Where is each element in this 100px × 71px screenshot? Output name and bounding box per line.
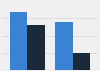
Bar — [56, 22, 73, 70]
Bar — [10, 12, 27, 70]
Bar — [73, 53, 90, 70]
Bar — [27, 25, 44, 70]
